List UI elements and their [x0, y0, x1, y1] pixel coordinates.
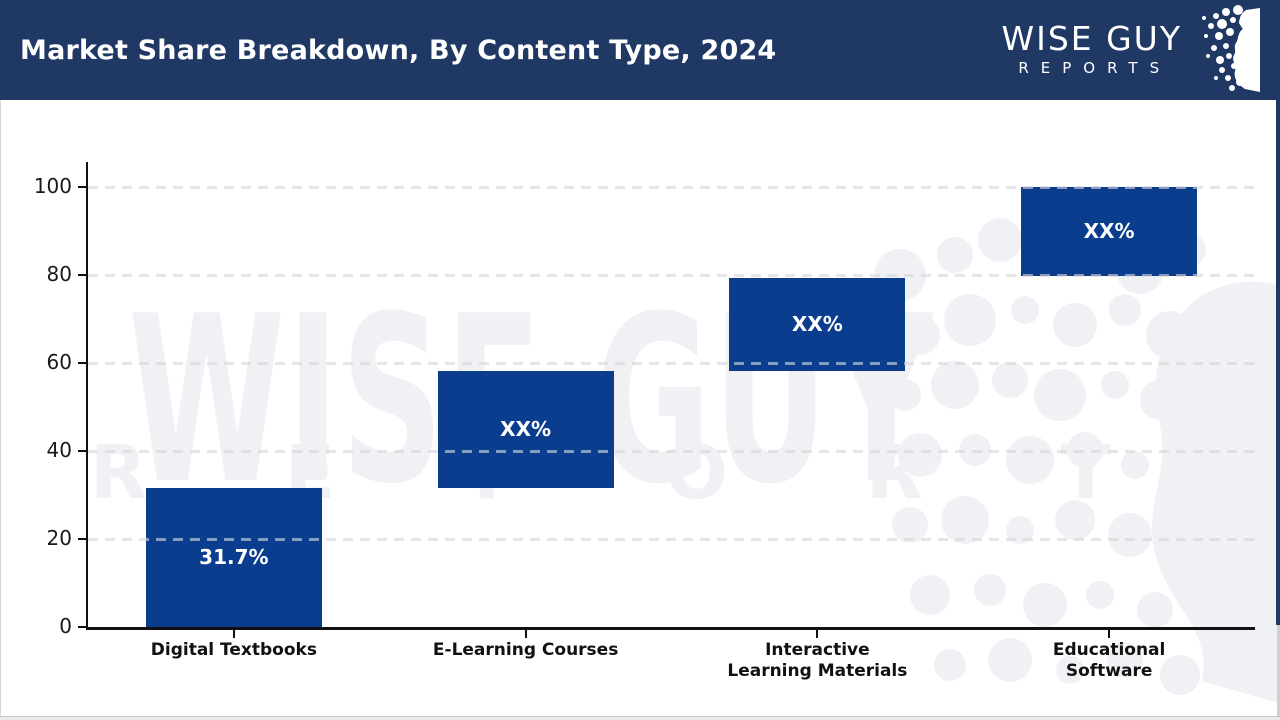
ytick-label: 20: [46, 526, 72, 550]
y-tick-mark: [78, 450, 86, 452]
x-tick-mark: [1108, 630, 1111, 638]
gridline: [88, 186, 1255, 189]
page-title: Market Share Breakdown, By Content Type,…: [20, 34, 777, 66]
bar-segment: XX%: [729, 278, 906, 371]
y-tick-mark: [78, 626, 86, 628]
x-tick-mark: [232, 630, 235, 638]
header-bar: Market Share Breakdown, By Content Type,…: [0, 0, 1280, 100]
gridline: [88, 450, 1255, 453]
panel-bottom-border: [0, 716, 1280, 720]
gridline: [88, 362, 1255, 365]
y-axis: [86, 162, 88, 630]
brand-name-text: WISE GUY: [1001, 19, 1182, 58]
y-tick-mark: [78, 186, 86, 188]
category-label: Educational Software: [1052, 640, 1166, 681]
bar-segment: XX%: [437, 370, 614, 488]
panel-right-border: [1277, 625, 1280, 720]
brand-wordmark: WISE GUY REPORTS: [1001, 22, 1182, 78]
bar-segment: 31.7%: [145, 487, 322, 627]
x-axis: [86, 627, 1255, 630]
brand-logo: WISE GUY REPORTS: [1001, 4, 1260, 96]
y-tick-mark: [78, 538, 86, 540]
bar-value-label: XX%: [1083, 219, 1135, 244]
y-tick-mark: [78, 274, 86, 276]
head-profile-dots-icon: [1202, 5, 1260, 92]
gridline: [88, 538, 1255, 541]
x-tick-mark: [816, 630, 819, 638]
ytick-label: 40: [46, 438, 72, 462]
bar-segment: XX%: [1021, 187, 1198, 276]
bar-value-label: XX%: [500, 417, 552, 442]
ytick-label: 100: [33, 174, 72, 198]
brand-reports-text: REPORTS: [1018, 59, 1172, 77]
panel-right-accent: [1276, 100, 1280, 625]
bar-value-label: 31.7%: [199, 545, 269, 570]
panel-left-border: [0, 100, 1, 720]
chart-area: WISE GUY R E P O R T S 31.7: [0, 100, 1280, 720]
category-label: E-Learning Courses: [432, 640, 619, 660]
watermark-head-dots-icon: [874, 218, 1278, 703]
x-tick-mark: [524, 630, 527, 638]
y-tick-mark: [78, 362, 86, 364]
ytick-label: 80: [46, 262, 72, 286]
ytick-label: 60: [46, 350, 72, 374]
gridline: [88, 274, 1255, 277]
category-label: Interactive Learning Materials: [727, 640, 908, 681]
category-label: Digital Textbooks: [150, 640, 317, 660]
bar-value-label: XX%: [791, 312, 843, 337]
ytick-label: 0: [59, 614, 72, 638]
